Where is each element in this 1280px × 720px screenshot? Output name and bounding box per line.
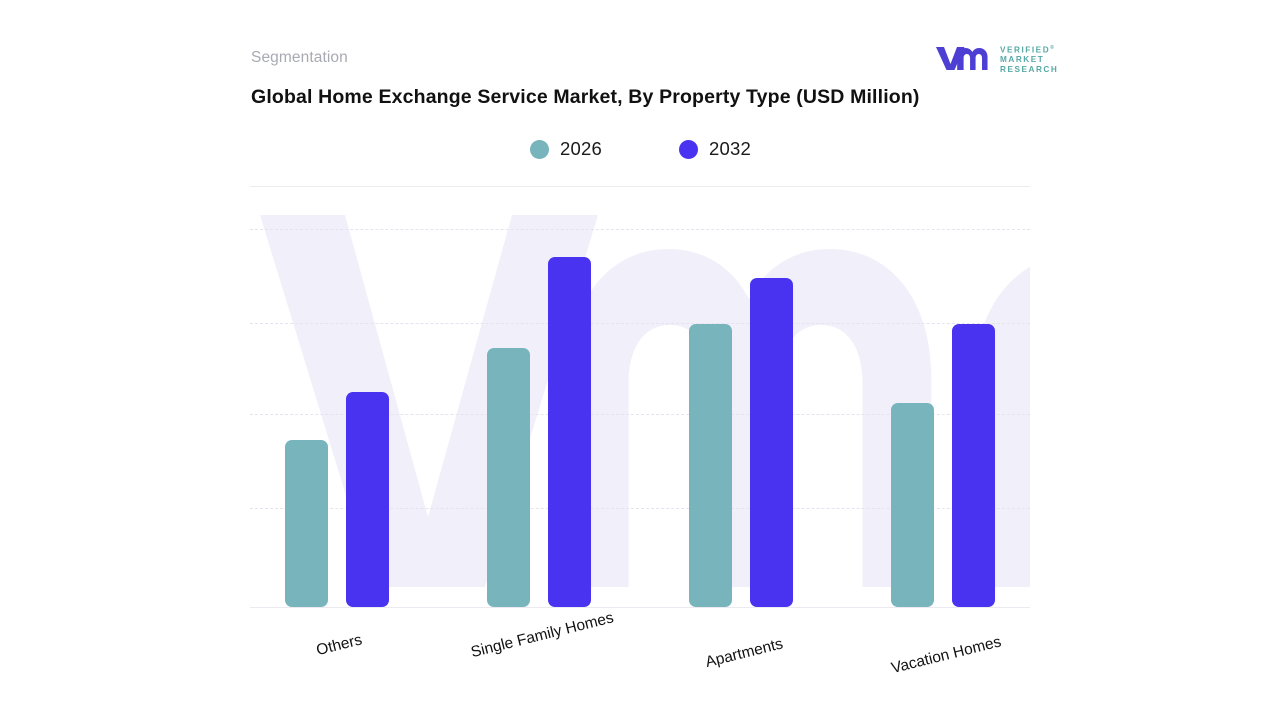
bar-single-family-homes-2032[interactable] xyxy=(548,257,591,607)
bar-vacation-homes-2026[interactable] xyxy=(891,403,934,607)
x-axis-label-single-family-homes: Single Family Homes xyxy=(469,609,616,662)
segmentation-eyebrow: Segmentation xyxy=(251,49,348,66)
x-axis-labels: Others Single Family Homes Apartments Va… xyxy=(250,608,1030,698)
legend-item-2032[interactable]: 2032 xyxy=(679,138,751,160)
vmr-logo: VERIFIED® MARKET RESEARCH xyxy=(934,42,1062,76)
registered-icon: ® xyxy=(1050,45,1054,51)
legend-label-2032: 2032 xyxy=(709,138,751,159)
bar-apartments-2026[interactable] xyxy=(689,324,732,607)
wordmark-line-3: RESEARCH xyxy=(1000,64,1059,74)
bar-vacation-homes-2032[interactable] xyxy=(952,324,995,607)
plot-area xyxy=(250,187,1030,608)
bar-others-2026[interactable] xyxy=(285,440,328,607)
gridline xyxy=(250,508,1030,509)
chart-legend: 2026 2032 xyxy=(251,136,1030,162)
wordmark-line-1: VERIFIED xyxy=(1000,45,1051,55)
wordmark-line-2: MARKET xyxy=(1000,55,1045,65)
x-axis-label-others: Others xyxy=(314,631,364,660)
legend-label-2026: 2026 xyxy=(560,138,602,159)
bar-single-family-homes-2026[interactable] xyxy=(487,348,530,607)
gridline xyxy=(250,229,1030,230)
legend-dot-icon xyxy=(530,139,550,159)
page-title: Global Home Exchange Service Market, By … xyxy=(251,86,920,108)
vmr-monogram-icon xyxy=(934,44,992,72)
x-axis-label-vacation-homes: Vacation Homes xyxy=(889,633,1003,678)
bar-apartments-2032[interactable] xyxy=(750,278,793,607)
bar-others-2032[interactable] xyxy=(346,392,389,607)
legend-item-2026[interactable]: 2026 xyxy=(530,138,602,160)
header-divider xyxy=(250,186,1030,187)
gridline xyxy=(250,323,1030,324)
x-axis-baseline xyxy=(250,607,1030,608)
x-axis-label-apartments: Apartments xyxy=(703,635,785,672)
vmr-wordmark: VERIFIED® MARKET RESEARCH xyxy=(1000,44,1058,75)
gridline xyxy=(250,414,1030,415)
legend-dot-icon xyxy=(679,139,698,159)
